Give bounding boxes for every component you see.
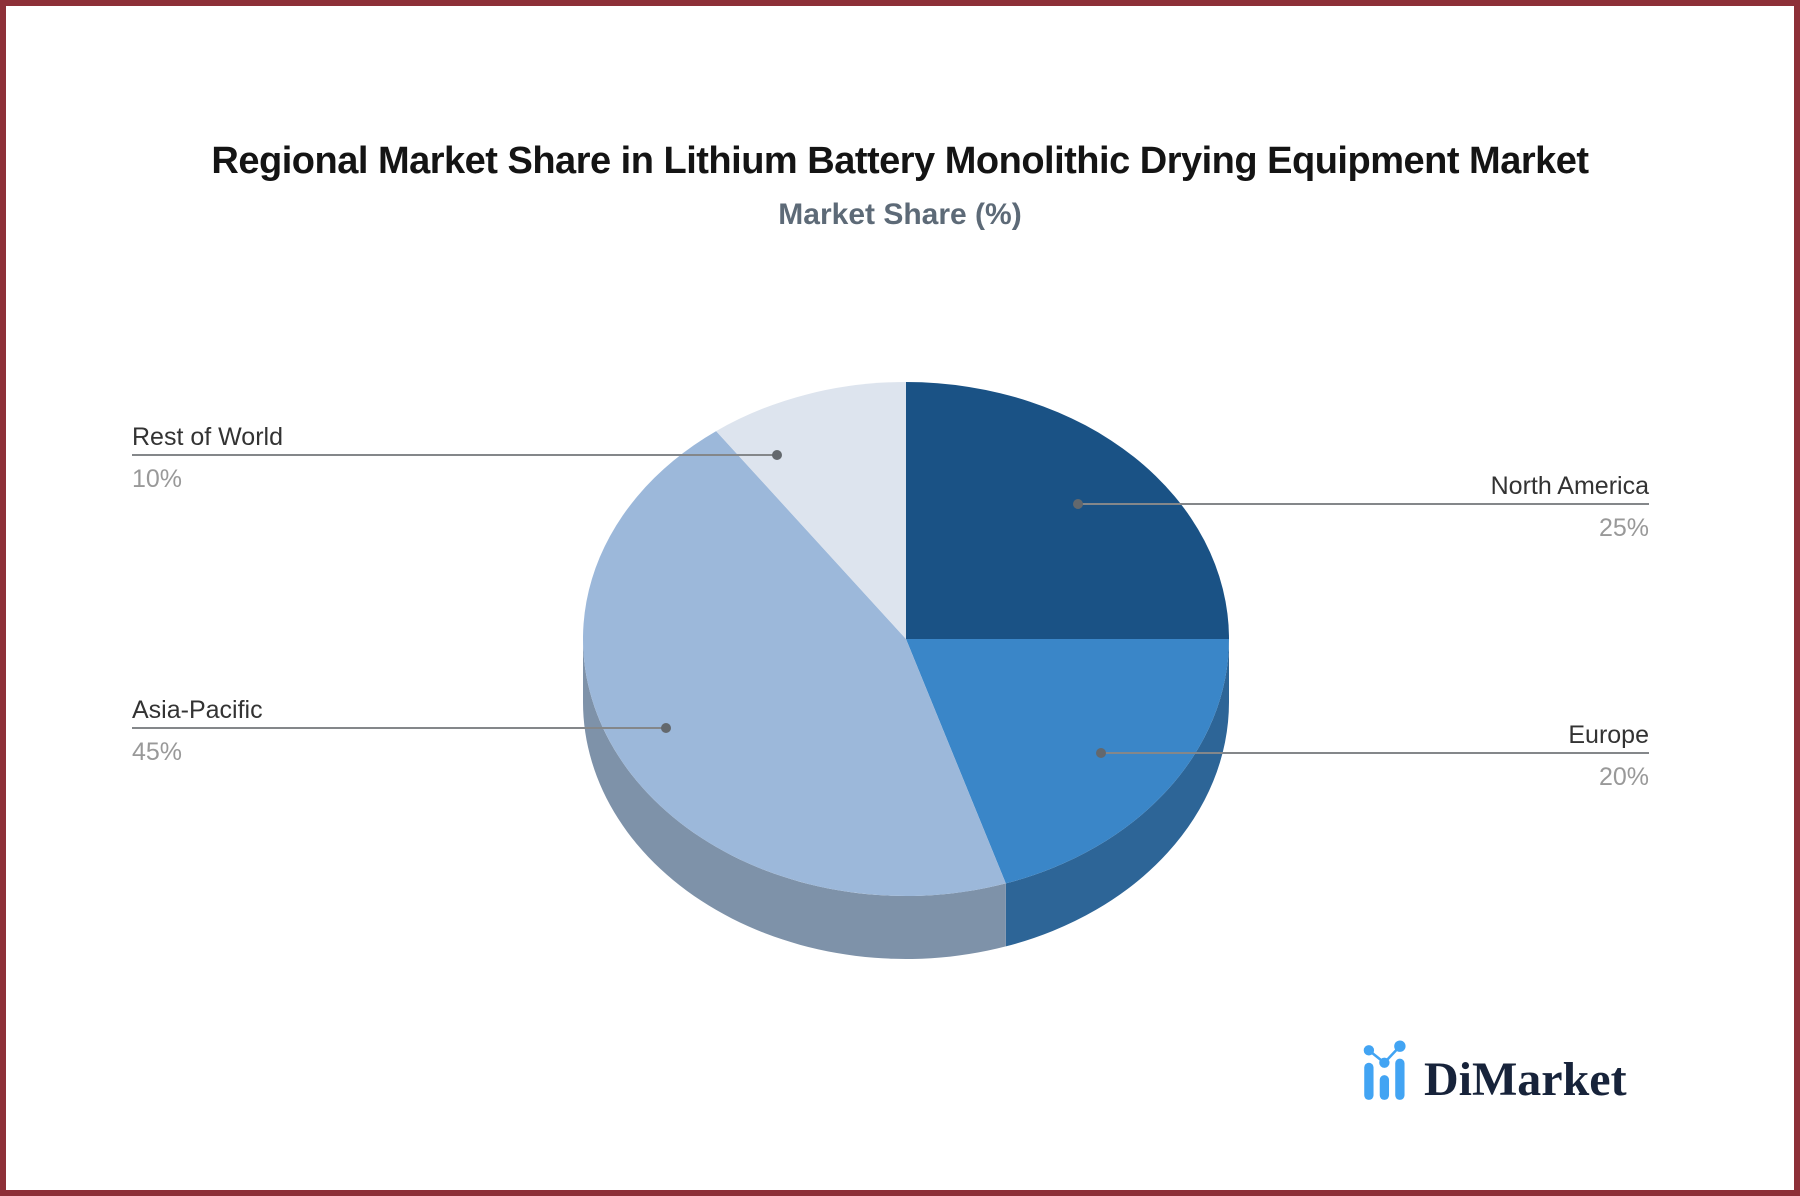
slice-callout-asia-pacific: Asia-Pacific 45% bbox=[132, 696, 671, 766]
callout-dot bbox=[772, 450, 782, 460]
logo-dot-3 bbox=[1394, 1040, 1406, 1052]
pie-slice-side-asia-pacific bbox=[583, 639, 1006, 959]
slice-label: Rest of World bbox=[132, 423, 283, 451]
slice-percent: 20% bbox=[1599, 763, 1649, 791]
callout-dot bbox=[1096, 748, 1106, 758]
logo-bar-1 bbox=[1364, 1062, 1374, 1100]
bar-line-chart-icon bbox=[1363, 1040, 1406, 1100]
pie-chart-canvas: North America 25% Europe 20% Asia-Pacifi… bbox=[132, 382, 1649, 959]
slice-callout-north-america: North America 25% bbox=[1073, 472, 1649, 542]
pie-slice-europe bbox=[906, 639, 1229, 884]
brand-logo: DiMarket bbox=[1362, 1040, 1627, 1106]
pie-callouts: North America 25% Europe 20% Asia-Pacifi… bbox=[132, 423, 1649, 791]
slice-callout-rest-of-world: Rest of World 10% bbox=[132, 423, 782, 493]
slice-callout-europe: Europe 20% bbox=[1096, 721, 1649, 791]
pie-slice-asia-pacific bbox=[583, 431, 1006, 896]
logo-bar-2 bbox=[1379, 1075, 1390, 1100]
chart-subtitle: Market Share (%) bbox=[778, 198, 1022, 231]
slice-label: Europe bbox=[1568, 721, 1649, 749]
slice-label: North America bbox=[1491, 472, 1649, 500]
pie-slice-rest-of-world bbox=[716, 382, 906, 639]
slice-percent: 25% bbox=[1599, 514, 1649, 542]
brand-logo-text: DiMarket bbox=[1424, 1052, 1627, 1106]
pie-slice-north-america bbox=[906, 382, 1229, 639]
pie-slice-side-europe bbox=[1005, 639, 1229, 947]
pie-3d bbox=[583, 382, 1229, 959]
callout-dot bbox=[661, 723, 671, 733]
slice-percent: 45% bbox=[132, 738, 182, 766]
chart-title: Regional Market Share in Lithium Battery… bbox=[211, 140, 1589, 182]
logo-bar-3 bbox=[1395, 1058, 1405, 1100]
logo-dot-1 bbox=[1363, 1045, 1375, 1056]
slice-label: Asia-Pacific bbox=[132, 696, 263, 724]
callout-dot bbox=[1073, 499, 1083, 509]
slice-percent: 10% bbox=[132, 465, 182, 493]
logo-dot-2 bbox=[1379, 1057, 1390, 1068]
